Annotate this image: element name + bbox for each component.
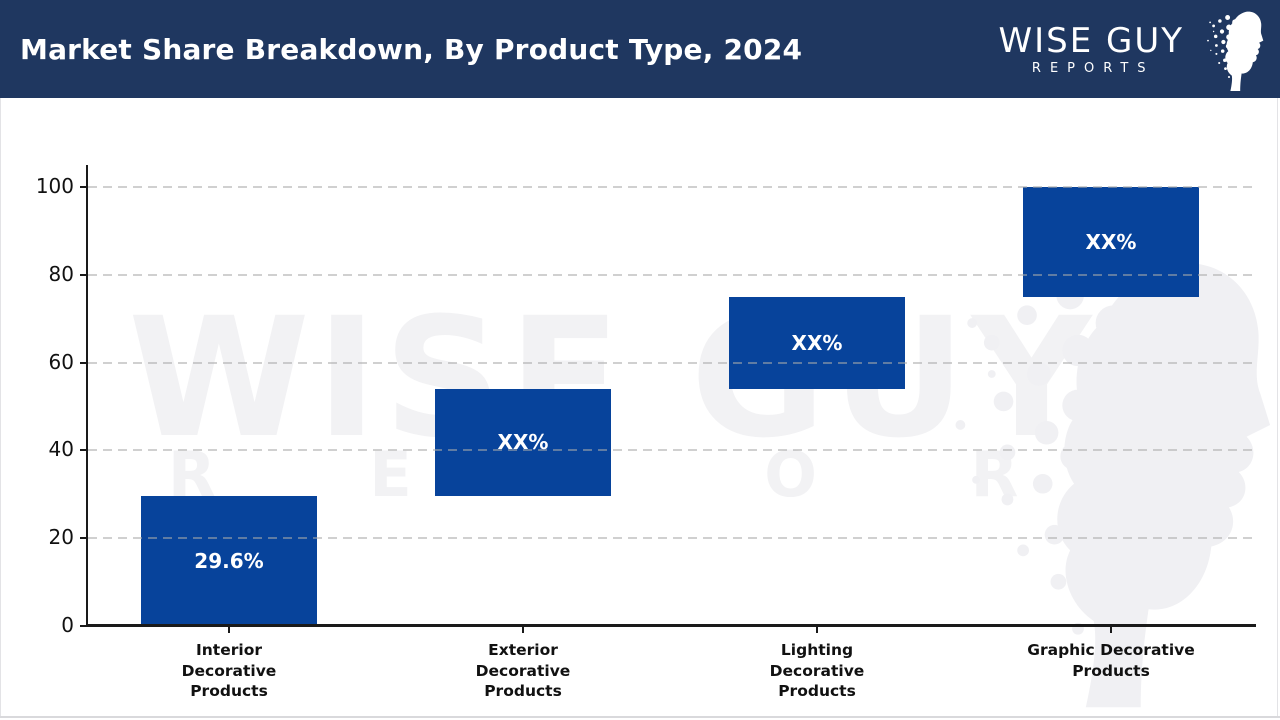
y-tick-label: 0 (61, 613, 74, 637)
x-category-label-line: Products (190, 682, 268, 700)
gridline (88, 449, 1256, 452)
bar-segment (141, 496, 317, 626)
x-tick-mark (816, 627, 818, 633)
bar-value-label: XX% (791, 330, 843, 355)
y-tick-mark (80, 625, 86, 627)
y-tick-label: 80 (48, 261, 74, 286)
x-category-label-line: Graphic Decorative (1027, 641, 1195, 659)
bar-value-label: XX% (497, 430, 549, 455)
y-tick-label: 100 (35, 174, 74, 198)
gridline (88, 537, 1256, 540)
brand-name: WISE GUY (998, 20, 1184, 61)
gridline (88, 273, 1256, 276)
x-category-label: Exterior Decorative Products (476, 640, 571, 702)
x-tick-mark (228, 627, 230, 633)
x-category-label: Graphic Decorative Products (1027, 640, 1195, 681)
brand-head-icon (1207, 11, 1264, 91)
x-axis-line (86, 624, 1256, 627)
x-category-label-line: Products (484, 682, 562, 700)
x-category-label-line: Lighting (780, 641, 854, 659)
bar-segment (1023, 187, 1199, 297)
gridline (88, 361, 1256, 364)
y-tick-mark (80, 537, 86, 540)
page-border-right (1277, 98, 1278, 716)
x-category-label: Interior Decorative Products (182, 640, 277, 702)
y-tick-mark (80, 273, 86, 276)
page-border-left (0, 98, 1, 716)
x-category-label-line: Decorative (181, 661, 277, 680)
page-title: Market Share Breakdown, By Product Type,… (20, 32, 803, 66)
brand-text: WISE GUY REPORTS (998, 23, 1184, 76)
bar-segment (435, 388, 611, 497)
y-tick-label: 60 (48, 349, 74, 374)
x-category-label-line: Decorative (475, 661, 571, 680)
x-category-label-line: Products (778, 682, 856, 700)
y-tick-mark (80, 361, 86, 364)
y-axis-line (86, 165, 88, 627)
bar-segment (729, 296, 905, 389)
x-category-label-line: Products (1072, 661, 1150, 680)
brand-subtitle: REPORTS (1031, 60, 1155, 76)
y-tick-label: 20 (48, 525, 74, 550)
y-tick-label: 40 (48, 437, 74, 462)
header-bar: Market Share Breakdown, By Product Type,… (0, 0, 1280, 98)
x-category-label-line: Interior (196, 641, 262, 659)
y-tick-mark (80, 186, 86, 188)
y-tick-mark (80, 449, 86, 452)
x-category-label-line: Decorative (769, 661, 865, 680)
watermark-head-icon (955, 263, 1271, 708)
gridline (88, 186, 1256, 188)
bar-value-label: XX% (1085, 229, 1137, 254)
page-border-bottom (0, 716, 1280, 718)
bar-value-label: 29.6% (194, 549, 264, 574)
x-tick-mark (1110, 627, 1112, 633)
brand-logo: WISE GUY REPORTS (998, 7, 1280, 91)
x-tick-mark (522, 627, 524, 633)
x-category-label: Lighting Decorative Products (770, 640, 865, 702)
x-category-label-line: Exterior (488, 641, 558, 659)
